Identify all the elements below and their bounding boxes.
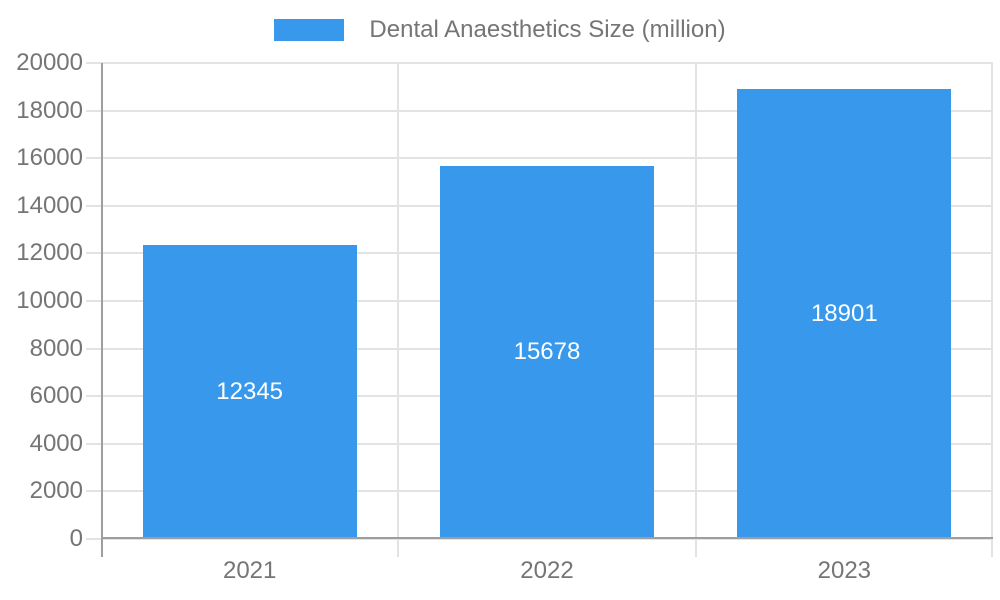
- gridline-vertical: [695, 63, 697, 557]
- bar-value-label: 18901: [810, 300, 878, 328]
- legend-label: Dental Anaesthetics Size (million): [369, 16, 726, 43]
- y-tick-label: 12000: [16, 239, 83, 267]
- y-tick-label: 4000: [29, 429, 83, 457]
- gridline-horizontal: [86, 157, 993, 160]
- x-tick-label-2021: 2021: [222, 557, 277, 584]
- y-tick-label: 20000: [16, 49, 83, 76]
- bar-value-label: 15678: [513, 338, 581, 366]
- plot-area: 12345 15678 18901: [86, 62, 993, 557]
- bar-2023[interactable]: 18901: [737, 89, 952, 539]
- y-tick-label: 10000: [16, 287, 83, 314]
- bar-2021[interactable]: 12345: [142, 245, 357, 539]
- y-tick-label: 14000: [16, 191, 83, 219]
- x-tick-label-2022: 2022: [520, 557, 574, 584]
- y-tick-label: 8000: [29, 334, 83, 362]
- gridline-horizontal: [86, 538, 993, 540]
- gridline-horizontal: [86, 109, 993, 112]
- y-tick-label: 6000: [29, 382, 83, 410]
- y-tick-label: 18000: [16, 96, 83, 124]
- legend: Dental Anaesthetics Size (million): [0, 17, 1000, 43]
- gridline-vertical: [397, 63, 399, 557]
- gridline-vertical: [991, 63, 993, 557]
- y-tick-label: 0: [69, 525, 83, 552]
- x-axis-line: [101, 537, 993, 539]
- y-axis-line: [101, 63, 103, 557]
- y-tick-label: 2000: [29, 477, 83, 505]
- bar-value-label: 12345: [216, 378, 284, 406]
- bar-2022[interactable]: 15678: [439, 165, 655, 539]
- legend-swatch: [274, 19, 345, 41]
- gridline-horizontal: [86, 62, 993, 64]
- x-tick-label-2023: 2023: [817, 557, 872, 584]
- y-tick-label: 16000: [16, 144, 83, 172]
